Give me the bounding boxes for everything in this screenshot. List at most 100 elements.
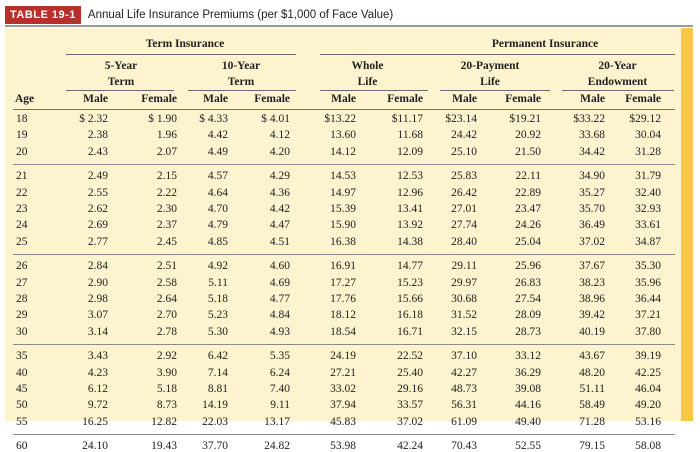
- premium-cell: 27.01: [451, 203, 477, 215]
- premium-cell: 22.89: [515, 187, 541, 199]
- premium-cell: 37.21: [635, 309, 661, 321]
- premium-cell: 26.83: [515, 277, 541, 289]
- premium-cell: 49.20: [635, 399, 661, 411]
- premium-cell: 5.35: [269, 350, 290, 362]
- premium-cell: 9.11: [270, 399, 290, 411]
- row-group-divider: [13, 164, 675, 166]
- column-header-age: Age: [15, 93, 35, 105]
- premium-cell: 37.94: [330, 399, 356, 411]
- premium-cell: 15.66: [397, 293, 423, 305]
- premium-cell: 48.20: [579, 367, 605, 379]
- premium-cell: 56.31: [451, 399, 477, 411]
- premium-cell: 43.67: [579, 350, 605, 362]
- column-header-female: Female: [141, 93, 177, 105]
- premium-cell: 29.97: [451, 277, 477, 289]
- age-cell: 25: [16, 236, 28, 248]
- premium-cell: 33.57: [397, 399, 423, 411]
- premium-cell: 25.10: [451, 146, 477, 158]
- premium-cell: 34.87: [635, 236, 661, 248]
- premium-cell: 49.40: [515, 416, 541, 428]
- premium-cell: 35.27: [579, 187, 605, 199]
- premium-cell: 4.36: [269, 187, 290, 199]
- premium-cell: 36.29: [515, 367, 541, 379]
- premium-cell: $ 4.33: [199, 113, 228, 125]
- premium-cell: $ 4.01: [261, 113, 290, 125]
- premium-cell: 4.29: [269, 170, 290, 182]
- premium-cell: 7.14: [207, 367, 228, 379]
- premium-cell: 32.15: [451, 326, 477, 338]
- premium-cell: 4.79: [207, 219, 228, 231]
- row-group-divider: [13, 344, 675, 346]
- age-cell: 60: [16, 440, 28, 452]
- premium-cell: 70.43: [451, 440, 477, 452]
- column-header-male: Male: [580, 93, 605, 105]
- subgroup-5-year-term: 5-Year Term: [104, 60, 138, 88]
- column-header-female: Female: [625, 93, 661, 105]
- premium-cell: 53.98: [330, 440, 356, 452]
- age-cell: 40: [16, 367, 28, 379]
- premium-cell: 4.93: [269, 326, 290, 338]
- group-rule-term: [66, 54, 296, 55]
- subgroup-rule: [66, 90, 174, 91]
- premium-cell: 2.51: [156, 260, 177, 272]
- premium-cell: 29.11: [451, 260, 477, 272]
- premium-cell: 11.68: [397, 129, 423, 141]
- premium-cell: 13.60: [330, 129, 356, 141]
- table-panel: [5, 28, 693, 421]
- premium-cell: 3.43: [87, 350, 108, 362]
- age-cell: 19: [16, 129, 28, 141]
- group-header-permanent: Permanent Insurance: [491, 38, 599, 50]
- premium-cell: 4.85: [207, 236, 228, 248]
- age-cell: 18: [16, 113, 28, 125]
- premium-cell: 12.96: [397, 187, 423, 199]
- premium-cell: 2.22: [156, 187, 177, 199]
- premium-cell: 39.08: [515, 383, 541, 395]
- premium-cell: 23.47: [515, 203, 541, 215]
- age-cell: 29: [16, 309, 28, 321]
- premium-cell: 36.44: [635, 293, 661, 305]
- column-header-female: Female: [254, 93, 290, 105]
- premium-cell: 2.98: [87, 293, 108, 305]
- premium-cell: 2.55: [87, 187, 108, 199]
- premium-cell: 4.51: [269, 236, 290, 248]
- premium-cell: 5.23: [207, 309, 228, 321]
- premium-cell: 37.80: [635, 326, 661, 338]
- premium-cell: 33.68: [579, 129, 605, 141]
- premium-cell: 4.64: [207, 187, 228, 199]
- premium-cell: 25.83: [451, 170, 477, 182]
- premium-cell: $ 1.90: [148, 113, 177, 125]
- premium-cell: 26.42: [451, 187, 477, 199]
- premium-cell: 35.96: [635, 277, 661, 289]
- premium-cell: 5.11: [208, 277, 228, 289]
- premium-cell: 4.23: [87, 367, 108, 379]
- premium-cell: $ 2.32: [79, 113, 108, 125]
- premium-cell: 2.78: [156, 326, 177, 338]
- premium-cell: $23.14: [445, 113, 477, 125]
- premium-cell: 4.47: [269, 219, 290, 231]
- premium-cell: 12.09: [397, 146, 423, 158]
- premium-cell: 25.96: [515, 260, 541, 272]
- premium-cell: 46.04: [635, 383, 661, 395]
- column-header-male: Male: [203, 93, 228, 105]
- premium-cell: 37.02: [397, 416, 423, 428]
- premium-cell: 42.25: [635, 367, 661, 379]
- premium-cell: 3.07: [87, 309, 108, 321]
- premium-cell: 24.26: [515, 219, 541, 231]
- premium-cell: 16.18: [397, 309, 423, 321]
- premium-cell: 2.62: [87, 203, 108, 215]
- premium-cell: 15.39: [330, 203, 356, 215]
- subgroup-rule: [562, 90, 674, 91]
- premium-cell: 33.12: [515, 350, 541, 362]
- subgroup-rule: [320, 90, 428, 91]
- row-group-divider: [13, 434, 675, 436]
- premium-cell: 24.10: [82, 440, 108, 452]
- premium-cell: 42.27: [451, 367, 477, 379]
- premium-cell: 21.50: [515, 146, 541, 158]
- premium-cell: 5.18: [156, 383, 177, 395]
- premium-cell: 52.55: [515, 440, 541, 452]
- premium-cell: 58.08: [635, 440, 661, 452]
- premium-cell: 44.16: [515, 399, 541, 411]
- premium-cell: 35.30: [635, 260, 661, 272]
- premium-cell: 4.49: [207, 146, 228, 158]
- premium-cell: 25.04: [515, 236, 541, 248]
